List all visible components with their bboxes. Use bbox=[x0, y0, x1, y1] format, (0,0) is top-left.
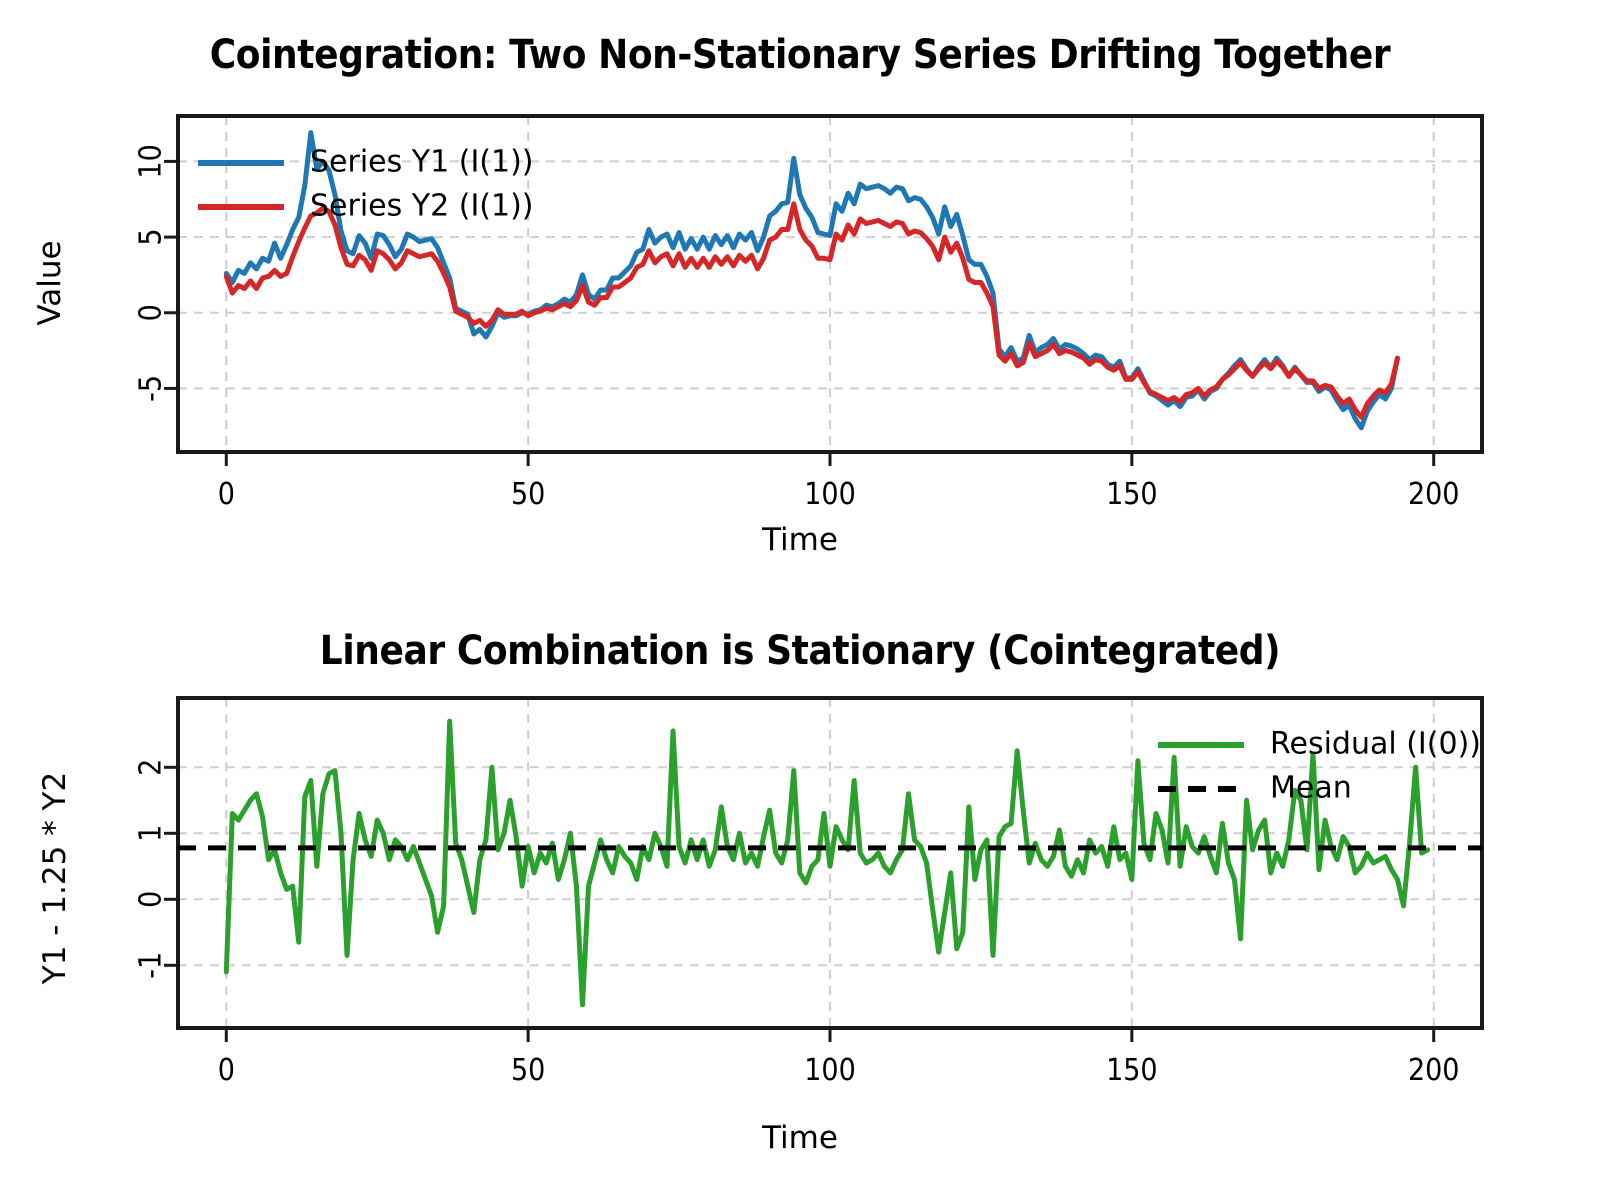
x-tick-label: 200 bbox=[1408, 1053, 1460, 1088]
plot-area-top: 0 50 100 150 200 -5 0 5 10 Series Y1 (I(1)) Series… bbox=[134, 114, 1484, 512]
legend-label: Residual (I(0)) bbox=[1270, 727, 1481, 762]
x-tick-label: 100 bbox=[804, 1053, 856, 1088]
y-tick-label: 0 bbox=[134, 304, 169, 321]
panel-cointegration: Cointegration: Two Non-Stationary Series… bbox=[32, 32, 1484, 558]
x-axis-label-top: Time bbox=[762, 522, 838, 558]
plot-area-bottom: 0 50 100 150 200 -1 0 1 2 Residual (I(0)) Mean bbox=[134, 696, 1484, 1088]
legend-label: Series Y2 (I(1)) bbox=[310, 189, 534, 224]
series-line bbox=[223, 718, 1431, 1008]
panel-residual: Linear Combination is Stationary (Cointe… bbox=[0, 600, 1600, 1200]
chart-title-top: Cointegration: Two Non-Stationary Series… bbox=[209, 32, 1391, 78]
series-line bbox=[223, 201, 1400, 420]
y-tick-label: -5 bbox=[134, 375, 169, 402]
y-tick-label: 1 bbox=[134, 825, 169, 842]
x-tick-label: 100 bbox=[804, 477, 856, 512]
y-axis-label-bottom: Y1 - 1.25 * Y2 bbox=[37, 771, 73, 985]
y-axis-label-top: Value bbox=[32, 240, 68, 326]
x-tick-label: 150 bbox=[1106, 1053, 1158, 1088]
x-tick-label: 150 bbox=[1106, 477, 1158, 512]
y-tick-label: 10 bbox=[134, 144, 169, 178]
y-tick-label: -1 bbox=[134, 952, 169, 979]
y-tick-label: 0 bbox=[134, 891, 169, 908]
x-tick-label: 50 bbox=[511, 477, 545, 512]
x-tick-label: 0 bbox=[218, 1053, 235, 1088]
x-tick-label: 50 bbox=[511, 1053, 545, 1088]
x-tick-label: 0 bbox=[218, 477, 235, 512]
x-tick-label: 200 bbox=[1408, 477, 1460, 512]
y-tick-label: 2 bbox=[134, 759, 169, 776]
legend-label: Mean bbox=[1270, 771, 1352, 806]
y-tick-label: 5 bbox=[134, 228, 169, 245]
x-axis-label-bottom: Time bbox=[762, 1120, 838, 1156]
chart-title-bottom: Linear Combination is Stationary (Cointe… bbox=[319, 628, 1281, 674]
legend-label: Series Y1 (I(1)) bbox=[310, 145, 534, 180]
